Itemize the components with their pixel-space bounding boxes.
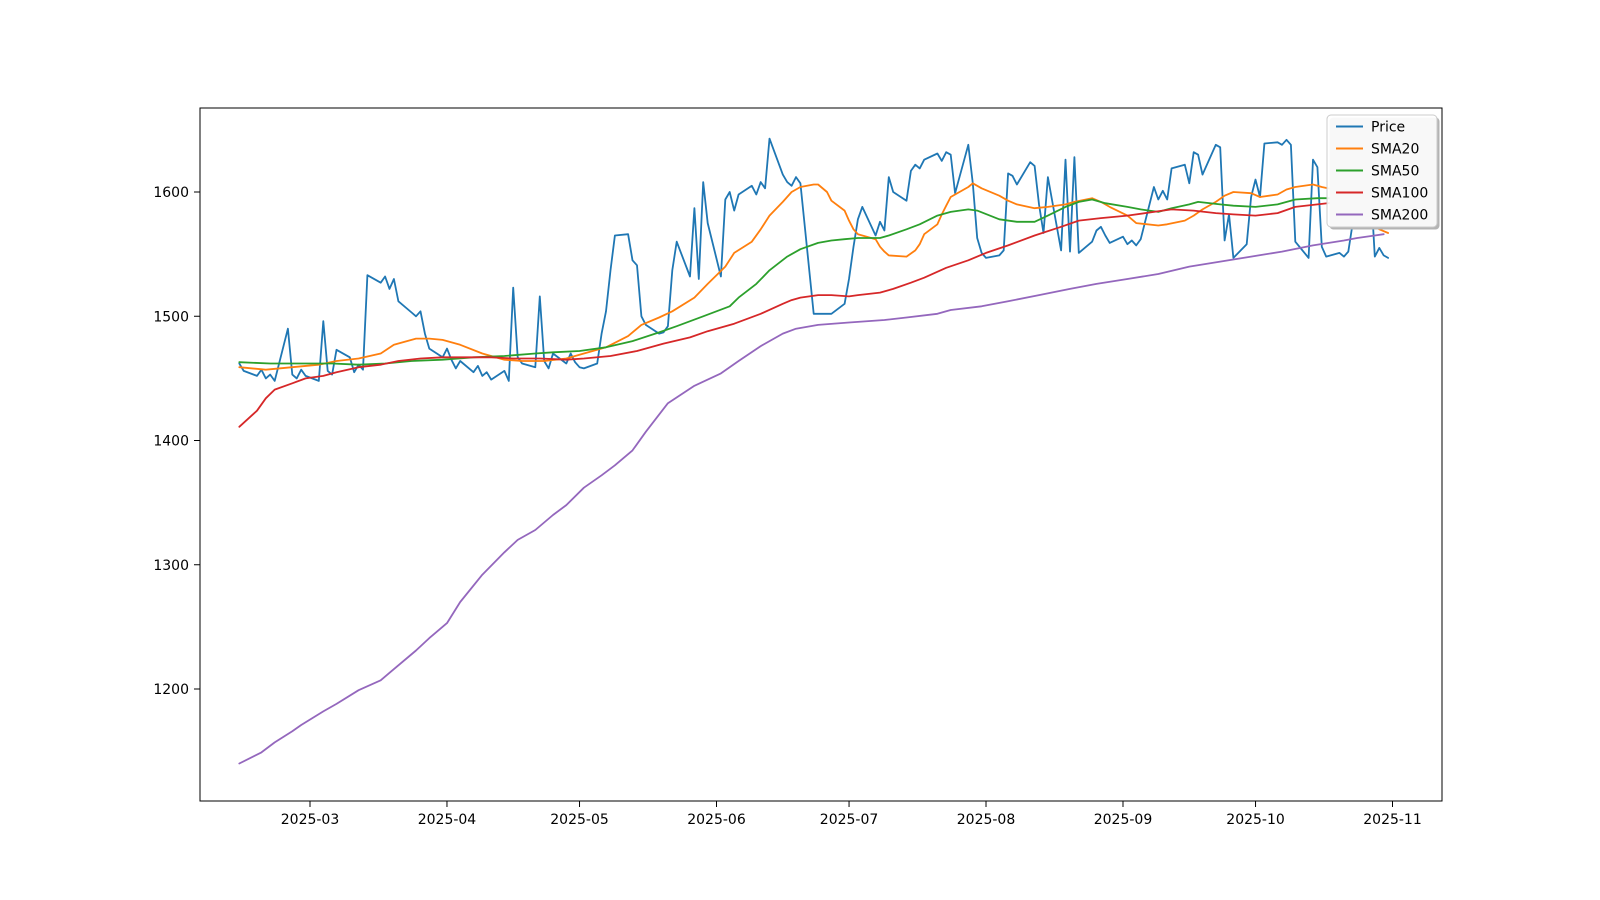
sma50-line [238, 197, 1389, 366]
x-tick-label: 2025-03 [281, 812, 340, 828]
x-tick-label: 2025-08 [957, 812, 1016, 828]
x-tick-label: 2025-06 [687, 812, 746, 828]
sma200-line [238, 233, 1385, 765]
sma20-line [238, 182, 1389, 371]
y-tick-label: 1500 [153, 309, 189, 325]
y-tick-label: 1300 [153, 558, 189, 574]
x-tick-label: 2025-11 [1363, 812, 1422, 828]
x-tick-label: 2025-05 [550, 812, 609, 828]
legend-label-sma20: SMA20 [1371, 142, 1419, 158]
legend-box [1326, 114, 1438, 228]
legend: Price SMA20 SMA50 SMA100 SMA200 [1326, 114, 1440, 230]
legend-label-sma50: SMA50 [1371, 164, 1419, 180]
y-tick-label: 1600 [153, 185, 189, 201]
x-tick-label: 2025-09 [1094, 812, 1153, 828]
y-tick-label: 1200 [153, 682, 189, 698]
y-axis: 1200 1300 1400 1500 1600 [153, 185, 200, 698]
sma100-line [238, 199, 1389, 428]
price-line [238, 137, 1389, 382]
legend-label-price: Price [1371, 120, 1405, 136]
legend-label-sma100: SMA100 [1371, 186, 1428, 202]
plot-area [199, 107, 1443, 802]
x-axis: 2025-03 2025-04 2025-05 2025-06 2025-07 2025-… [281, 801, 1422, 828]
x-tick-label: 2025-10 [1226, 812, 1285, 828]
x-tick-label: 2025-04 [418, 812, 477, 828]
x-tick-label: 2025-07 [820, 812, 879, 828]
y-tick-label: 1400 [153, 434, 189, 450]
legend-label-sma200: SMA200 [1371, 208, 1428, 224]
